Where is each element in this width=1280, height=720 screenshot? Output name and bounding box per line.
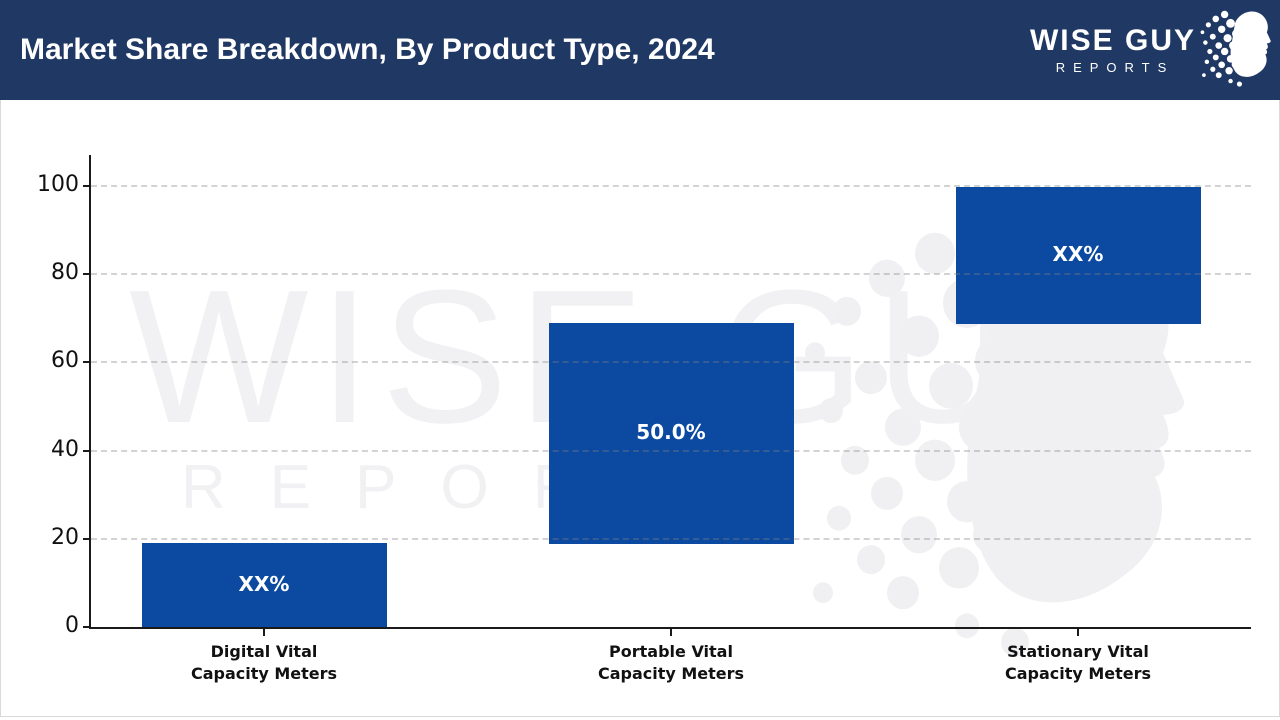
wise-guy-logo: WISE GUY REPORTS (1030, 4, 1272, 96)
bar-chart: 0 20 40 60 80 100 XX% Digital Vital Capacity Met… (1, 100, 1279, 716)
x-category-line: Capacity Meters (190, 664, 338, 683)
x-tick-mark (670, 627, 672, 636)
x-category-line: Capacity Meters (1004, 664, 1152, 683)
y-tick-label: 60 (51, 348, 79, 374)
y-tick-mark (83, 273, 91, 276)
page-title: Market Share Breakdown, By Product Type,… (20, 33, 715, 66)
chart-canvas: WISE GUY REPORTS 0 20 40 60 80 100 XX% Digital … (0, 100, 1280, 717)
y-tick-mark (83, 626, 91, 628)
y-tick-mark (83, 449, 91, 452)
bar-segment-2 (548, 323, 794, 544)
x-category-label: Stationary Vital Capacity Meters (918, 641, 1238, 685)
bar-segment-1 (141, 543, 387, 627)
x-tick-mark (1077, 627, 1079, 636)
y-axis-line (89, 155, 91, 629)
y-tick-label: 80 (51, 260, 79, 286)
x-tick-mark (263, 627, 265, 636)
logo-text-block: WISE GUY REPORTS (1029, 24, 1196, 76)
bar-value-label: XX% (238, 572, 290, 597)
header-bar: Market Share Breakdown, By Product Type,… (0, 0, 1280, 100)
gridline-60 (91, 361, 1251, 364)
y-tick-mark (83, 185, 91, 187)
bar-value-label: 50.0% (636, 420, 706, 445)
gridline-100 (91, 185, 1251, 187)
x-category-label: Digital Vital Capacity Meters (104, 641, 424, 685)
x-category-line: Capacity Meters (597, 664, 745, 683)
x-category-label: Portable Vital Capacity Meters (511, 641, 831, 685)
y-tick-mark (83, 361, 91, 364)
gridline-20 (91, 537, 1251, 540)
x-axis-line (89, 627, 1251, 629)
logo-head-icon (1200, 10, 1271, 87)
x-category-line: Digital Vital (210, 642, 318, 661)
y-tick-mark (83, 537, 91, 540)
logo-wordmark: WISE GUY (1029, 24, 1196, 57)
y-tick-label: 100 (37, 172, 79, 197)
gridline-80 (91, 273, 1251, 276)
x-category-line: Portable Vital (609, 642, 733, 661)
logo-subtitle: REPORTS (1055, 60, 1175, 75)
y-tick-label: 0 (65, 613, 79, 638)
y-tick-label: 20 (51, 524, 79, 550)
bar-value-label: XX% (1052, 242, 1104, 267)
gridline-40 (91, 449, 1251, 452)
y-tick-label: 40 (51, 436, 79, 462)
x-category-line: Stationary Vital (1007, 642, 1149, 661)
